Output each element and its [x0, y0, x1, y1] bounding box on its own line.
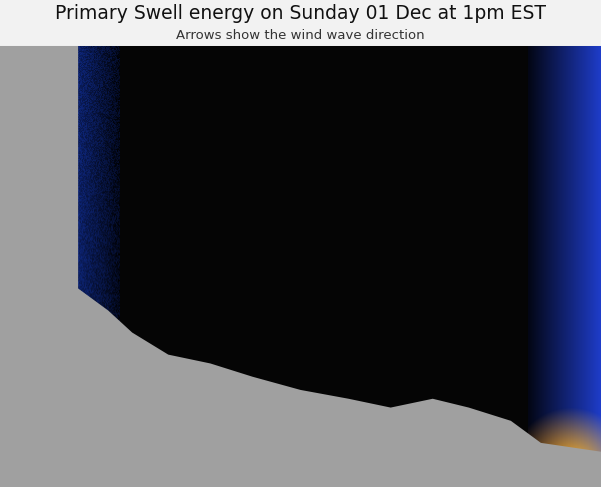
Polygon shape [0, 46, 601, 487]
Text: Primary Swell energy on Sunday 01 Dec at 1pm EST: Primary Swell energy on Sunday 01 Dec at… [55, 4, 546, 23]
Text: Arrows show the wind wave direction: Arrows show the wind wave direction [176, 29, 425, 42]
